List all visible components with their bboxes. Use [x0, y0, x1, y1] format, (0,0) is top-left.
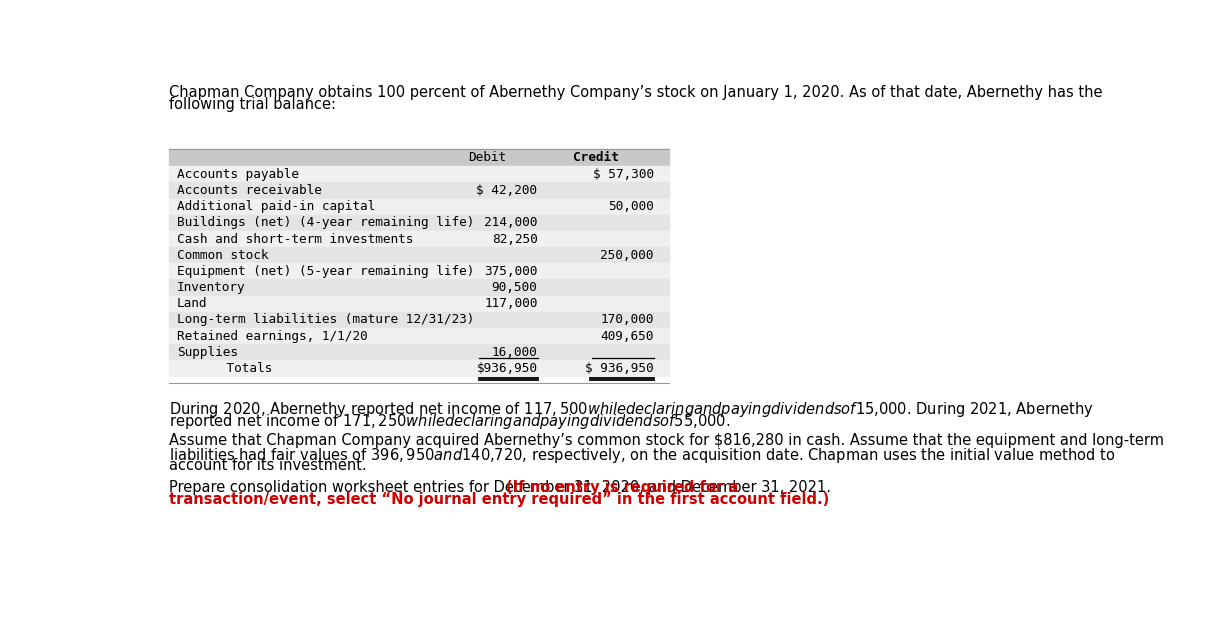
Text: $ 57,300: $ 57,300: [593, 168, 654, 181]
Text: Assume that Chapman Company acquired Abernethy’s common stock for $816,280 in ca: Assume that Chapman Company acquired Abe…: [170, 433, 1165, 449]
Text: 214,000: 214,000: [484, 216, 538, 229]
Text: Inventory: Inventory: [177, 281, 246, 294]
Text: reported net income of $171,250 while declaring and paying dividends  of $55,000: reported net income of $171,250 while de…: [170, 412, 730, 431]
Text: Accounts receivable: Accounts receivable: [177, 184, 323, 197]
Text: Debit: Debit: [468, 151, 506, 164]
Text: Retained earnings, 1/1/20: Retained earnings, 1/1/20: [177, 329, 368, 342]
Text: 117,000: 117,000: [484, 297, 538, 310]
Text: Chapman Company obtains 100 percent of Abernethy Company’s stock on January 1, 2: Chapman Company obtains 100 percent of A…: [170, 85, 1103, 101]
Text: Equipment (net) (5-year remaining life): Equipment (net) (5-year remaining life): [177, 265, 474, 278]
Bar: [170, 328, 670, 344]
Text: following trial balance:: following trial balance:: [170, 97, 336, 112]
Text: 170,000: 170,000: [601, 313, 654, 326]
Text: $936,950: $936,950: [476, 362, 538, 375]
Bar: [170, 166, 670, 183]
Text: Additional paid-in capital: Additional paid-in capital: [177, 200, 375, 213]
Text: Long-term liabilities (mature 12/31/23): Long-term liabilities (mature 12/31/23): [177, 313, 474, 326]
Text: Totals: Totals: [197, 362, 273, 375]
Text: Cash and short-term investments: Cash and short-term investments: [177, 233, 414, 246]
Text: Accounts payable: Accounts payable: [177, 168, 299, 181]
Text: Prepare consolidation worksheet entries for December 31, 2020, and December 31, : Prepare consolidation worksheet entries …: [170, 479, 836, 495]
Bar: [170, 360, 670, 376]
Bar: [170, 312, 670, 328]
Bar: [170, 199, 670, 215]
Bar: [170, 215, 670, 231]
Text: (If no entry is required for a: (If no entry is required for a: [506, 479, 739, 495]
Bar: [170, 149, 670, 166]
Text: During 2020, Abernethy reported net income of $117,500 while declaring and payin: During 2020, Abernethy reported net inco…: [170, 399, 1094, 419]
Bar: [170, 344, 670, 360]
Bar: [170, 296, 670, 312]
Text: $ 42,200: $ 42,200: [476, 184, 538, 197]
Text: Supplies: Supplies: [177, 345, 238, 359]
Text: $ 936,950: $ 936,950: [585, 362, 654, 375]
Bar: [170, 183, 670, 199]
Text: 90,500: 90,500: [491, 281, 538, 294]
Bar: [170, 263, 670, 279]
Text: 250,000: 250,000: [601, 249, 654, 262]
Bar: [170, 279, 670, 296]
Text: liabilities had fair values of $396,950 and $140,720, respectively, on the acqui: liabilities had fair values of $396,950 …: [170, 445, 1115, 465]
Bar: [170, 247, 670, 263]
Text: 16,000: 16,000: [491, 345, 538, 359]
Text: Buildings (net) (4-year remaining life): Buildings (net) (4-year remaining life): [177, 216, 474, 229]
Text: 82,250: 82,250: [491, 233, 538, 246]
Text: transaction/event, select “No journal entry required” in the first account field: transaction/event, select “No journal en…: [170, 492, 830, 507]
Bar: [170, 231, 670, 247]
Text: 50,000: 50,000: [608, 200, 654, 213]
Text: Land: Land: [177, 297, 208, 310]
Text: 409,650: 409,650: [601, 329, 654, 342]
Text: 375,000: 375,000: [484, 265, 538, 278]
Text: Credit: Credit: [572, 151, 618, 164]
Text: Common stock: Common stock: [177, 249, 268, 262]
Text: account for its investment.: account for its investment.: [170, 458, 367, 473]
